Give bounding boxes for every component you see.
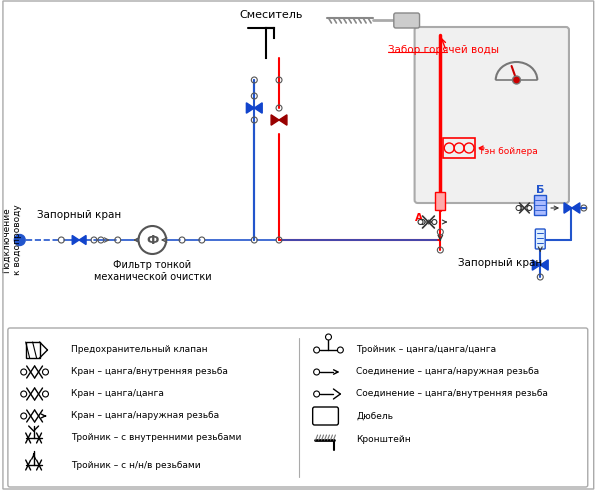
Polygon shape (271, 115, 279, 125)
Bar (535, 195, 546, 215)
Polygon shape (72, 236, 79, 245)
Text: Дюбель: Дюбель (356, 411, 393, 420)
Text: Кран – цанга/цанга: Кран – цанга/цанга (71, 389, 164, 399)
Text: Предохранительный клапан: Предохранительный клапан (71, 346, 208, 355)
Polygon shape (79, 236, 86, 245)
Polygon shape (532, 260, 540, 270)
Bar (436, 192, 445, 210)
Circle shape (139, 226, 166, 254)
FancyBboxPatch shape (8, 328, 588, 487)
Polygon shape (247, 103, 254, 113)
Text: тэн бойлера: тэн бойлера (479, 147, 538, 157)
Circle shape (432, 219, 437, 224)
Text: Смеситель: Смеситель (239, 10, 303, 20)
Text: Соединение – цанга/наружная резьба: Соединение – цанга/наружная резьба (356, 367, 539, 377)
Text: Кран – цанга/наружная резьба: Кран – цанга/наружная резьба (71, 411, 220, 420)
Circle shape (420, 219, 425, 224)
Circle shape (517, 206, 522, 211)
Text: A: A (415, 213, 422, 223)
Text: Соединение – цанга/внутренняя резьба: Соединение – цанга/внутренняя резьба (356, 389, 548, 399)
Polygon shape (540, 260, 548, 270)
Text: Запорный кран: Запорный кран (458, 258, 542, 268)
Polygon shape (279, 115, 287, 125)
Polygon shape (254, 103, 262, 113)
Bar (26, 342, 40, 358)
Polygon shape (572, 203, 580, 213)
Text: Тройник – цанга/цанга/цанга: Тройник – цанга/цанга/цанга (356, 346, 496, 355)
FancyBboxPatch shape (394, 13, 419, 28)
FancyBboxPatch shape (415, 27, 569, 203)
Text: Кран – цанга/внутренняя резьба: Кран – цанга/внутренняя резьба (71, 367, 228, 377)
Text: Кронштейн: Кронштейн (356, 436, 411, 444)
Circle shape (418, 219, 423, 224)
Circle shape (516, 206, 521, 211)
Text: Тройник – с внутренними резьбами: Тройник – с внутренними резьбами (71, 434, 242, 442)
Circle shape (14, 235, 25, 246)
Text: Забор горячей воды: Забор горячей воды (388, 45, 499, 55)
Text: Запорный кран: Запорный кран (37, 210, 121, 220)
Circle shape (512, 76, 520, 84)
Text: Б: Б (536, 185, 544, 195)
Text: Тройник – с н/н/в резьбами: Тройник – с н/н/в резьбами (71, 461, 201, 469)
Polygon shape (564, 203, 572, 213)
Text: Фильтр тонкой
механической очистки: Фильтр тонкой механической очистки (94, 260, 211, 282)
Text: Подключение
к водопроводу: Подключение к водопроводу (2, 205, 22, 275)
Text: Ф: Ф (146, 234, 158, 246)
FancyBboxPatch shape (535, 229, 545, 249)
Bar (443, 138, 475, 158)
Circle shape (527, 206, 532, 211)
